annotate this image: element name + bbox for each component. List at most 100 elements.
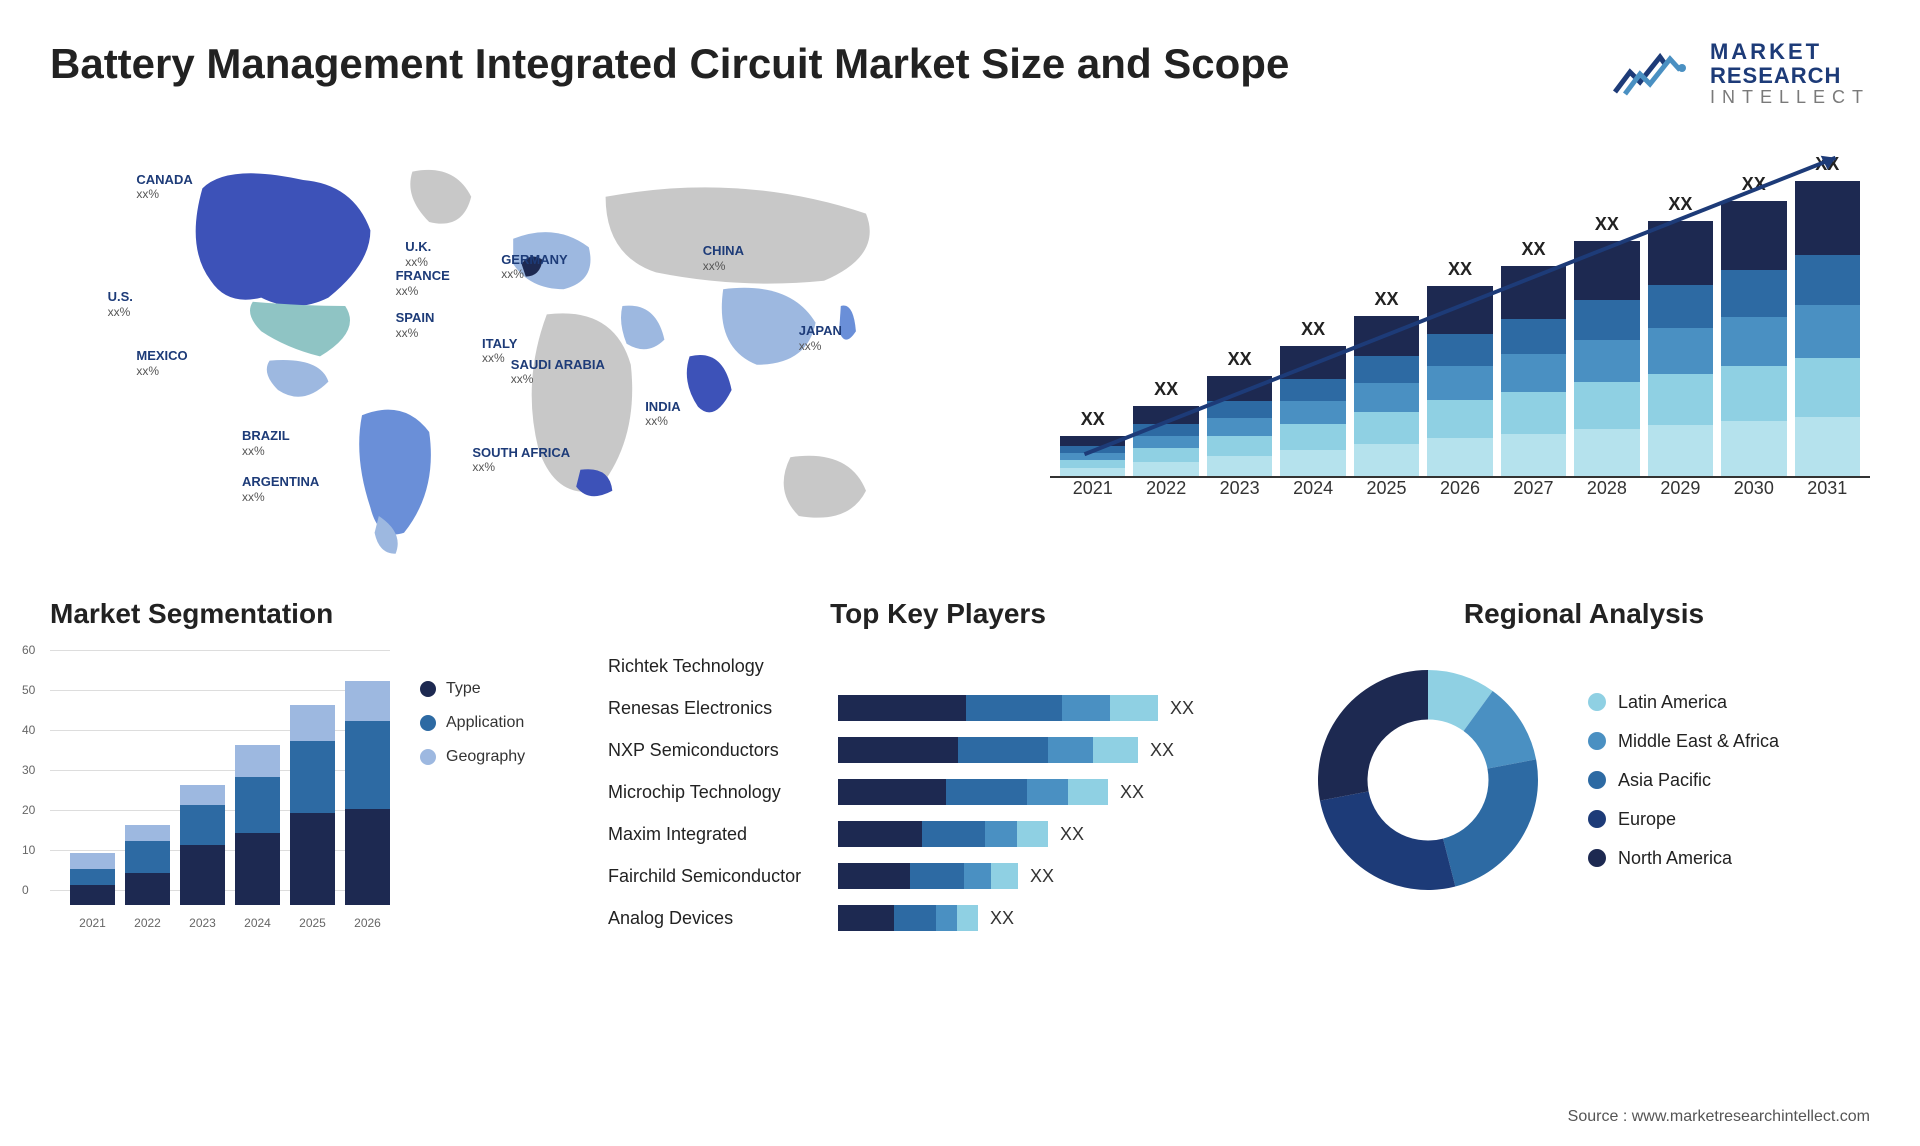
- growth-bar-value: XX: [1301, 319, 1325, 340]
- regional-panel: Regional Analysis Latin AmericaMiddle Ea…: [1298, 598, 1870, 944]
- growth-xlabel: 2021: [1060, 478, 1125, 499]
- seg-xlabel: 2025: [290, 916, 335, 930]
- donut-slice: [1443, 760, 1538, 887]
- map-label: BRAZILxx%: [242, 428, 290, 458]
- key-player-bar: [838, 821, 1048, 847]
- growth-bar: XX: [1060, 409, 1125, 476]
- map-label: ARGENTINAxx%: [242, 474, 319, 504]
- growth-bar: XX: [1795, 154, 1860, 476]
- key-player-name: Renesas Electronics: [608, 698, 838, 719]
- key-player-name: Fairchild Semiconductor: [608, 866, 838, 887]
- map-label: CANADAxx%: [136, 172, 192, 202]
- map-label: U.K.xx%: [405, 239, 431, 269]
- growth-xlabel: 2028: [1574, 478, 1639, 499]
- map-svg: [50, 138, 1010, 558]
- growth-bar-value: XX: [1448, 259, 1472, 280]
- growth-bar: XX: [1354, 289, 1419, 476]
- key-player-value: XX: [1060, 824, 1084, 845]
- growth-xlabel: 2027: [1501, 478, 1566, 499]
- logo-line2: RESEARCH: [1710, 64, 1870, 88]
- top-section: CANADAxx% U.S.xx% MEXICOxx% BRAZILxx% ARGENT…: [50, 138, 1870, 558]
- growth-xlabel: 2024: [1280, 478, 1345, 499]
- seg-bar: [345, 681, 390, 905]
- growth-bar: XX: [1280, 319, 1345, 476]
- key-player-name: Richtek Technology: [608, 656, 838, 677]
- seg-bar: [290, 705, 335, 905]
- seg-bar: [235, 745, 280, 905]
- growth-bar: XX: [1574, 214, 1639, 476]
- key-players-title: Top Key Players: [608, 598, 1268, 630]
- growth-bar-value: XX: [1521, 239, 1545, 260]
- growth-bar-value: XX: [1742, 174, 1766, 195]
- key-player-row: Fairchild SemiconductorXX: [608, 860, 1268, 892]
- segmentation-chart: 0102030405060202120222023202420252026: [50, 650, 390, 930]
- key-player-value: XX: [1170, 698, 1194, 719]
- regional-legend: Latin AmericaMiddle East & AfricaAsia Pa…: [1588, 692, 1779, 869]
- seg-xlabel: 2023: [180, 916, 225, 930]
- regional-donut-chart: [1298, 650, 1558, 910]
- map-label: SPAINxx%: [396, 310, 435, 340]
- seg-ytick: 30: [22, 763, 35, 777]
- donut-slice: [1320, 792, 1455, 891]
- key-player-bar: [838, 695, 1158, 721]
- seg-bar: [125, 825, 170, 905]
- growth-bar: XX: [1207, 349, 1272, 476]
- growth-bar-value: XX: [1375, 289, 1399, 310]
- map-label: JAPANxx%: [799, 323, 842, 353]
- key-player-bar: [838, 905, 978, 931]
- seg-ytick: 50: [22, 683, 35, 697]
- seg-xlabel: 2021: [70, 916, 115, 930]
- key-player-name: Microchip Technology: [608, 782, 838, 803]
- growth-bar-value: XX: [1154, 379, 1178, 400]
- key-player-value: XX: [1150, 740, 1174, 761]
- key-player-value: XX: [1120, 782, 1144, 803]
- source-label: Source : www.marketresearchintellect.com: [1568, 1108, 1870, 1126]
- seg-legend-item: Geography: [420, 748, 525, 766]
- growth-bar-chart: XXXXXXXXXXXXXXXXXXXXXX 20212022202320242…: [1050, 138, 1870, 558]
- seg-xlabel: 2024: [235, 916, 280, 930]
- logo-text: MARKET RESEARCH INTELLECT: [1710, 40, 1870, 108]
- map-label: FRANCExx%: [396, 268, 450, 298]
- map-label: INDIAxx%: [645, 399, 680, 429]
- key-players-chart: Richtek Technology Renesas Electronics XX N…: [608, 650, 1268, 934]
- key-player-row: Analog DevicesXX: [608, 902, 1268, 934]
- key-player-row: Richtek Technology: [608, 650, 1268, 682]
- growth-bar: XX: [1427, 259, 1492, 476]
- segmentation-panel: Market Segmentation 01020304050602021202…: [50, 598, 578, 944]
- regional-legend-item: North America: [1588, 848, 1779, 869]
- map-label: MEXICOxx%: [136, 348, 187, 378]
- key-players-panel: Top Key Players Richtek Technology Renesa…: [608, 598, 1268, 944]
- donut-slice: [1318, 670, 1428, 801]
- regional-legend-item: Latin America: [1588, 692, 1779, 713]
- key-player-bar: [838, 737, 1138, 763]
- seg-ytick: 40: [22, 723, 35, 737]
- logo-line1: MARKET: [1710, 40, 1870, 64]
- growth-bar: XX: [1501, 239, 1566, 476]
- key-player-row: Renesas Electronics XX: [608, 692, 1268, 724]
- map-label: U.S.xx%: [108, 289, 133, 319]
- growth-bar: XX: [1648, 194, 1713, 476]
- key-player-row: Microchip Technology XX: [608, 776, 1268, 808]
- segmentation-title: Market Segmentation: [50, 598, 578, 630]
- key-player-bar: [838, 863, 1018, 889]
- growth-xlabel: 2029: [1648, 478, 1713, 499]
- seg-ytick: 10: [22, 843, 35, 857]
- key-player-name: Maxim Integrated: [608, 824, 838, 845]
- seg-bar: [180, 785, 225, 905]
- growth-xlabel: 2022: [1133, 478, 1198, 499]
- seg-ytick: 20: [22, 803, 35, 817]
- map-label: SOUTH AFRICAxx%: [472, 445, 570, 475]
- growth-bar-value: XX: [1815, 154, 1839, 175]
- page-title: Battery Management Integrated Circuit Ma…: [50, 40, 1289, 88]
- key-player-value: XX: [990, 908, 1014, 929]
- growth-bar-value: XX: [1595, 214, 1619, 235]
- regional-title: Regional Analysis: [1298, 598, 1870, 630]
- key-player-row: Maxim Integrated XX: [608, 818, 1268, 850]
- growth-xlabel: 2030: [1721, 478, 1786, 499]
- growth-bar-value: XX: [1081, 409, 1105, 430]
- growth-bar-value: XX: [1668, 194, 1692, 215]
- map-label: GERMANYxx%: [501, 252, 567, 282]
- map-label: CHINAxx%: [703, 243, 744, 273]
- key-player-name: NXP Semiconductors: [608, 740, 838, 761]
- map-label: SAUDI ARABIAxx%: [511, 357, 605, 387]
